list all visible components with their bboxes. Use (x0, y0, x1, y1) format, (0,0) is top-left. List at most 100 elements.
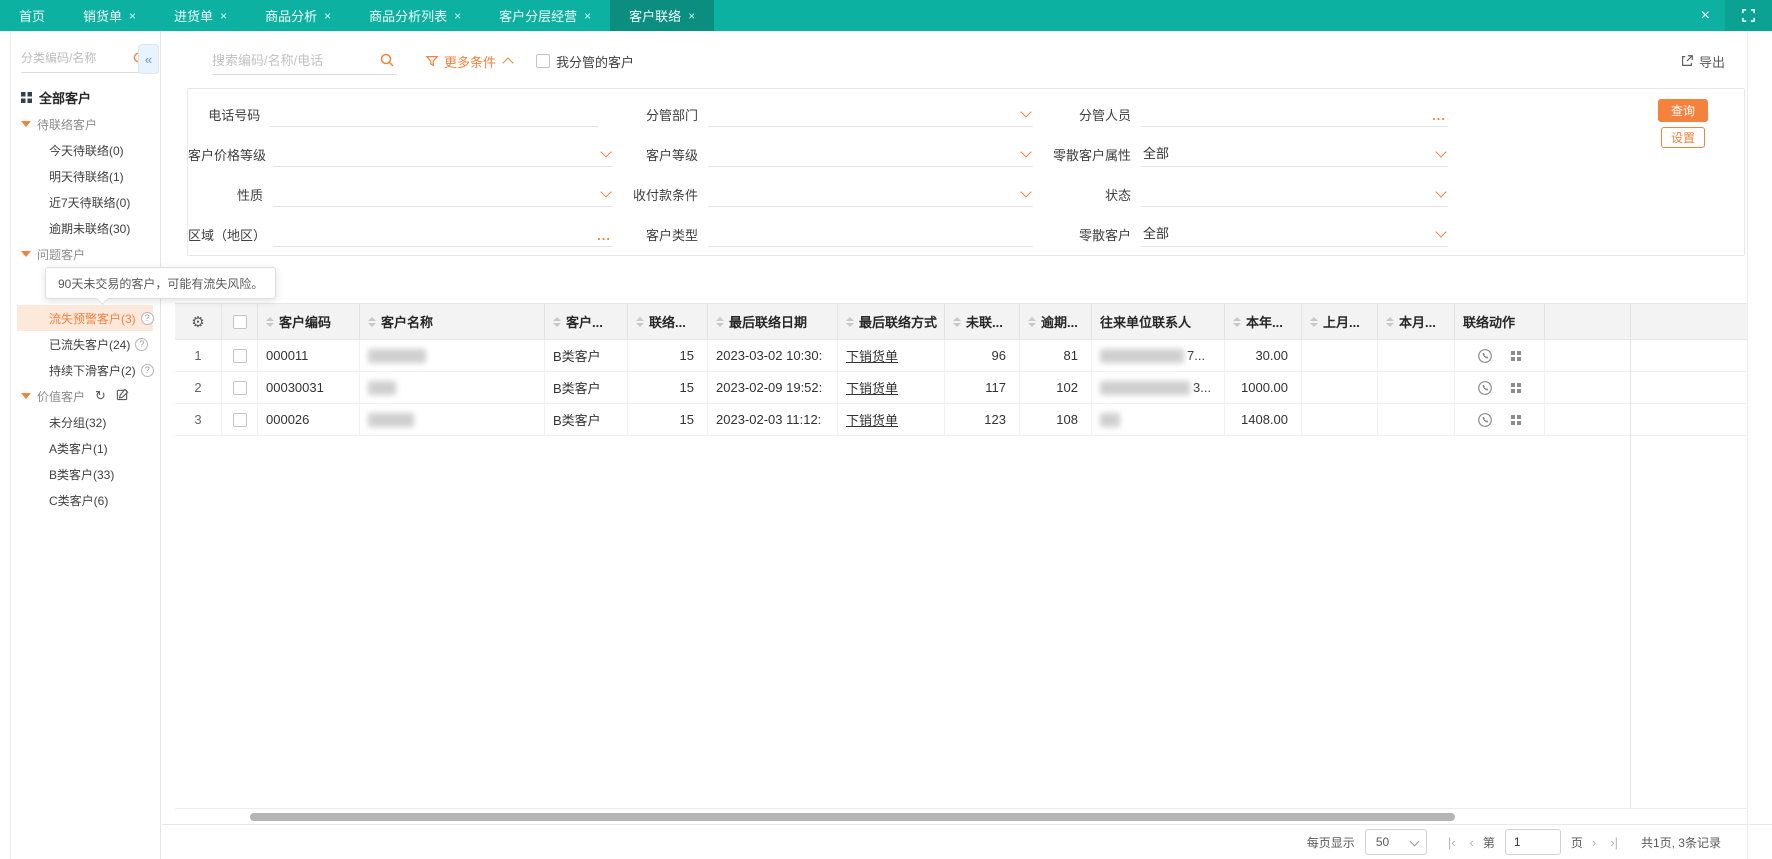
filter-select-nature[interactable] (273, 183, 613, 207)
query-button[interactable]: 查询 (1658, 99, 1708, 122)
my-customers-checkbox[interactable]: 我分管的客户 (536, 52, 634, 71)
col-customer-code[interactable]: 客户编码 (258, 304, 360, 339)
col-this-month[interactable]: 本月... (1378, 304, 1455, 339)
sidebar-item-today-followup[interactable]: 今天待联络(0) (21, 137, 157, 163)
sidebar-item-overdue-uncontacted[interactable]: 逾期未联络(30) (21, 215, 157, 241)
table-row[interactable]: 2 00030031 B类客户 15 2023-02-09 19:52: 下销货… (175, 372, 1747, 404)
col-contact-person[interactable]: 往来单位联系人 (1092, 304, 1225, 339)
refresh-icon[interactable]: ↻ (95, 388, 106, 403)
tab-close-icon[interactable]: × (584, 8, 592, 23)
sidebar-item-class-a[interactable]: A类客户(1) (21, 435, 157, 461)
call-action-icon[interactable] (1477, 380, 1493, 396)
filter-input-customer-type[interactable] (708, 223, 1033, 247)
sales-invoice-link[interactable]: 下销货单 (846, 381, 899, 396)
page-number-input[interactable] (1504, 829, 1561, 855)
tab-close-icon[interactable]: × (454, 8, 462, 23)
row-checkbox[interactable] (232, 348, 247, 363)
edit-icon[interactable] (116, 388, 129, 404)
sidebar-item-class-b[interactable]: B类客户(33) (21, 461, 157, 487)
sidebar-item-week-followup[interactable]: 近7天待联络(0) (21, 189, 157, 215)
sidebar-item-all-customers[interactable]: 全部客户 (21, 83, 157, 111)
cell-checkbox[interactable] (222, 404, 258, 435)
help-icon[interactable]: ? (135, 337, 149, 351)
customer-search-input[interactable] (212, 47, 370, 73)
help-icon[interactable]: ? (140, 311, 154, 325)
sidebar-item-churned[interactable]: 已流失客户(24) ? (21, 331, 157, 357)
tab-purchase-order[interactable]: 进货单 × (155, 0, 246, 31)
col-last-contact-method[interactable]: 最后联络方式 (838, 304, 945, 339)
tab-close-icon[interactable]: × (220, 8, 228, 23)
tab-customer-segmentation[interactable]: 客户分层经营 × (480, 0, 610, 31)
filter-input-phone[interactable] (270, 103, 598, 127)
sidebar-search-input[interactable] (21, 45, 126, 71)
customer-search-box[interactable] (212, 47, 397, 75)
help-icon[interactable]: ? (140, 363, 154, 377)
tab-sales-invoice[interactable]: 销货单 × (64, 0, 155, 31)
ellipsis-lookup-icon[interactable]: ... (597, 228, 611, 243)
more-actions-grid-icon[interactable] (1509, 413, 1523, 427)
cell-checkbox[interactable] (222, 340, 258, 371)
sidebar-group-problem-customers[interactable]: 问题客户 (21, 241, 157, 267)
filter-select-status[interactable] (1141, 183, 1448, 207)
select-all-checkbox[interactable] (232, 314, 247, 329)
col-contact-cycle[interactable]: 联络... (628, 304, 708, 339)
tab-customer-contact[interactable]: 客户联络 × (610, 0, 715, 31)
call-action-icon[interactable] (1477, 412, 1493, 428)
col-settings[interactable]: ⚙ (175, 304, 222, 339)
table-row[interactable]: 1 000011 B类客户 15 2023-03-02 10:30: 下销货单 … (175, 340, 1747, 372)
window-close-icon[interactable]: × (1700, 6, 1710, 24)
more-filters-toggle[interactable]: 更多条件 (425, 52, 514, 71)
more-actions-grid-icon[interactable] (1509, 381, 1523, 395)
filter-select-scattered-customer[interactable]: 全部 (1141, 223, 1448, 247)
cell-checkbox[interactable] (222, 372, 258, 403)
sidebar-item-class-c[interactable]: C类客户(6) (21, 487, 157, 513)
filter-lookup-manager[interactable]: ... (1141, 103, 1448, 127)
col-customer-name[interactable]: 客户名称 (360, 304, 545, 339)
sales-invoice-link[interactable]: 下销货单 (846, 413, 899, 428)
tab-close-icon[interactable]: × (688, 8, 696, 23)
settings-button[interactable]: 设置 (1661, 127, 1705, 148)
sidebar-group-value-customers[interactable]: 价值客户 ↻ (21, 383, 157, 409)
filter-select-department[interactable] (708, 103, 1033, 127)
col-uncontacted-days[interactable]: 未联... (945, 304, 1020, 339)
horizontal-scrollbar[interactable] (175, 808, 1747, 824)
sidebar-group-pending-contact[interactable]: 待联络客户 (21, 111, 157, 137)
filter-select-customer-level[interactable] (708, 143, 1033, 167)
filter-select-payment-terms[interactable] (708, 183, 1033, 207)
sidebar-collapse-button[interactable]: « (138, 44, 159, 74)
col-last-contact-date[interactable]: 最后联络日期 (708, 304, 838, 339)
filter-select-scattered-attr[interactable]: 全部 (1141, 143, 1448, 167)
sidebar-search-box[interactable] (21, 45, 149, 73)
checkbox[interactable] (536, 54, 551, 68)
fullscreen-icon[interactable] (1725, 0, 1772, 31)
per-page-select[interactable]: 50 (1364, 829, 1427, 855)
ellipsis-lookup-icon[interactable]: ... (1432, 108, 1446, 123)
tab-product-analysis[interactable]: 商品分析 × (246, 0, 350, 31)
sales-invoice-link[interactable]: 下销货单 (846, 349, 899, 364)
row-checkbox[interactable] (232, 412, 247, 427)
tab-product-analysis-list[interactable]: 商品分析列表 × (350, 0, 480, 31)
scrollbar-thumb[interactable] (250, 813, 1455, 821)
export-button[interactable]: 导出 (1680, 52, 1725, 71)
sidebar-item-churn-warning[interactable]: 流失预警客户(3) ? (17, 305, 154, 331)
tab-close-icon[interactable]: × (129, 8, 137, 23)
col-customer-level[interactable]: 客户... (545, 304, 628, 339)
row-checkbox[interactable] (232, 380, 247, 395)
more-actions-grid-icon[interactable] (1509, 349, 1523, 363)
first-page-button[interactable]: |‹ (1447, 834, 1456, 850)
sidebar-item-ungrouped[interactable]: 未分组(32) (21, 409, 157, 435)
col-last-month[interactable]: 上月... (1302, 304, 1378, 339)
sidebar-item-declining[interactable]: 持续下滑客户(2) ? (21, 357, 157, 383)
filter-lookup-region[interactable]: ... (273, 223, 613, 247)
col-select-all[interactable] (222, 304, 258, 339)
last-page-button[interactable]: ›| (1610, 834, 1618, 850)
col-this-year[interactable]: 本年... (1225, 304, 1302, 339)
tab-homepage[interactable]: 首页 (0, 0, 64, 31)
prev-page-button[interactable]: ‹ (1469, 834, 1474, 850)
table-row[interactable]: 3 000026 B类客户 15 2023-02-03 11:12: 下销货单 … (175, 404, 1747, 436)
tab-close-icon[interactable]: × (324, 8, 332, 23)
call-action-icon[interactable] (1477, 348, 1493, 364)
next-page-button[interactable]: › (1591, 834, 1597, 850)
sidebar-item-tomorrow-followup[interactable]: 明天待联络(1) (21, 163, 157, 189)
col-overdue-days[interactable]: 逾期... (1020, 304, 1092, 339)
